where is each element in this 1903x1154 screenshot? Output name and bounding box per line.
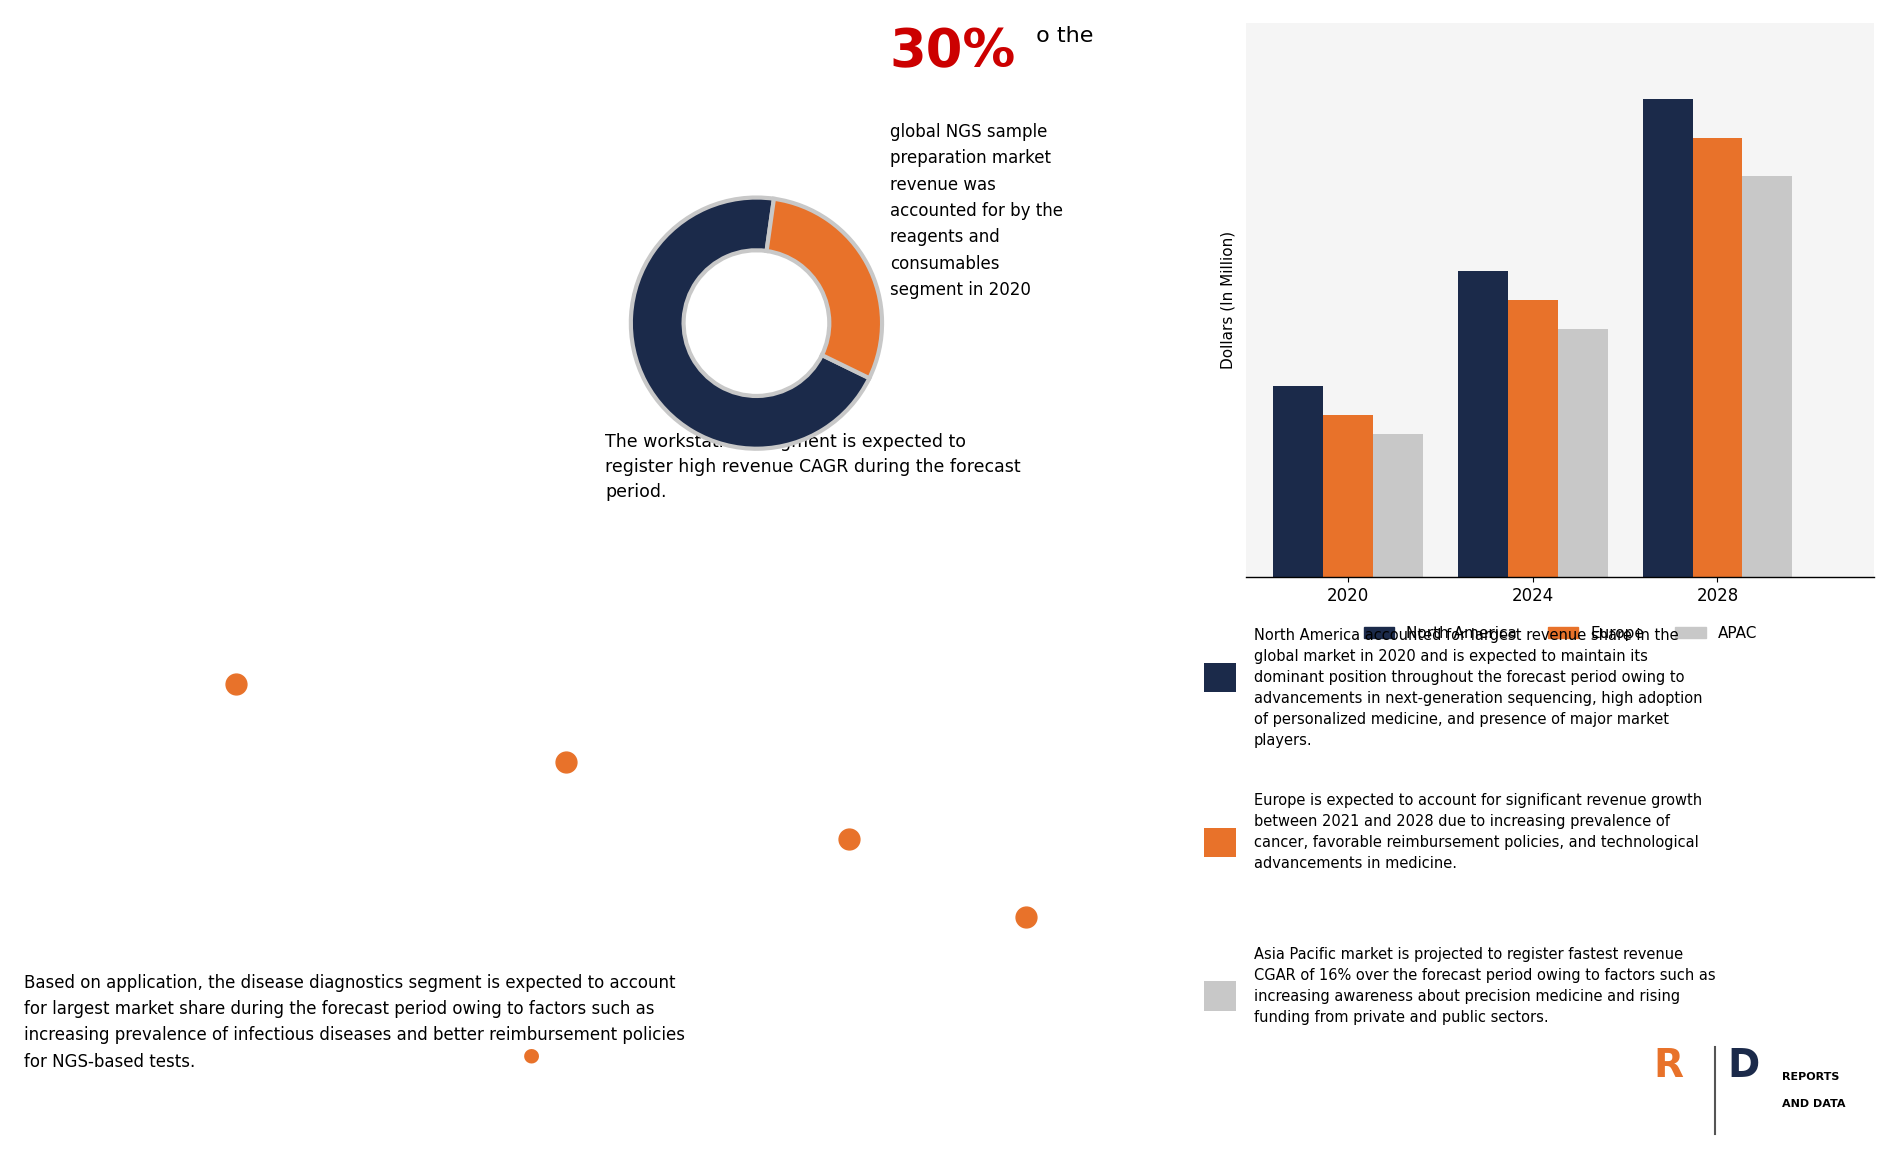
Text: D: D bbox=[1728, 1047, 1760, 1085]
Wedge shape bbox=[632, 197, 870, 449]
Text: REPORTS: REPORTS bbox=[1781, 1072, 1840, 1081]
FancyArrowPatch shape bbox=[74, 380, 459, 568]
Text: AND DATA: AND DATA bbox=[1781, 1099, 1846, 1109]
Text: 2028: 2028 bbox=[554, 1042, 590, 1056]
Text: Europe is expected to account for significant revenue growth
between 2021 and 20: Europe is expected to account for signif… bbox=[1254, 793, 1701, 871]
Text: 2018: 2018 bbox=[449, 1042, 483, 1056]
Legend: North America, Europe, APAC: North America, Europe, APAC bbox=[1357, 620, 1764, 647]
Text: ●: ● bbox=[523, 1046, 539, 1064]
Bar bbox=[1507, 300, 1559, 577]
Text: The workstations segment is expected to
register high revenue CAGR during the fo: The workstations segment is expected to … bbox=[605, 433, 1020, 501]
Bar bbox=[276, 478, 335, 621]
Bar bbox=[348, 427, 407, 621]
Text: Others: Others bbox=[990, 989, 1039, 1002]
Bar bbox=[1203, 827, 1235, 856]
Bar bbox=[131, 510, 192, 621]
Text: 30%: 30% bbox=[889, 25, 1016, 77]
Bar bbox=[61, 556, 120, 621]
Bar bbox=[204, 530, 265, 621]
Text: o the: o the bbox=[1030, 25, 1094, 46]
Bar bbox=[1372, 434, 1423, 577]
Text: Asia Pacific market is projected to register fastest revenue
CGAR of 16% over th: Asia Pacific market is projected to regi… bbox=[1254, 947, 1715, 1025]
Bar bbox=[1559, 329, 1608, 577]
Bar bbox=[1743, 175, 1793, 577]
Bar bbox=[1203, 981, 1235, 1011]
Text: Based on application, the disease diagnostics segment is expected to account
for: Based on application, the disease diagno… bbox=[23, 974, 685, 1071]
Text: Drug Delivery: Drug Delivery bbox=[396, 989, 500, 1002]
Bar bbox=[1458, 271, 1507, 577]
Text: Disease Diagnostics: Disease Diagnostics bbox=[78, 989, 228, 1002]
Text: North America accounted for largest revenue share in the
global market in 2020 a: North America accounted for largest reve… bbox=[1254, 629, 1701, 749]
Text: 2021-2028,: 2021-2028, bbox=[61, 25, 171, 45]
Text: market revenue will: market revenue will bbox=[61, 77, 253, 97]
Bar bbox=[1273, 385, 1323, 577]
Text: global NGS sample
preparation market
revenue was
accounted for by the
reagents a: global NGS sample preparation market rev… bbox=[889, 122, 1062, 299]
Wedge shape bbox=[767, 198, 881, 379]
Text: at a CAGR of: at a CAGR of bbox=[61, 219, 185, 239]
Bar bbox=[1203, 662, 1235, 692]
Text: Agricultural and Animal
Research: Agricultural and Animal Research bbox=[655, 989, 832, 1018]
Text: ●: ● bbox=[417, 1046, 434, 1064]
Text: ACCELERATE: ACCELERATE bbox=[61, 142, 276, 171]
Y-axis label: Dollars (In Million): Dollars (In Million) bbox=[1220, 231, 1235, 369]
Bar bbox=[1642, 99, 1692, 577]
Text: R: R bbox=[1654, 1047, 1684, 1085]
Text: 19%: 19% bbox=[61, 284, 147, 319]
Bar bbox=[1692, 137, 1743, 577]
Bar bbox=[1323, 414, 1372, 577]
